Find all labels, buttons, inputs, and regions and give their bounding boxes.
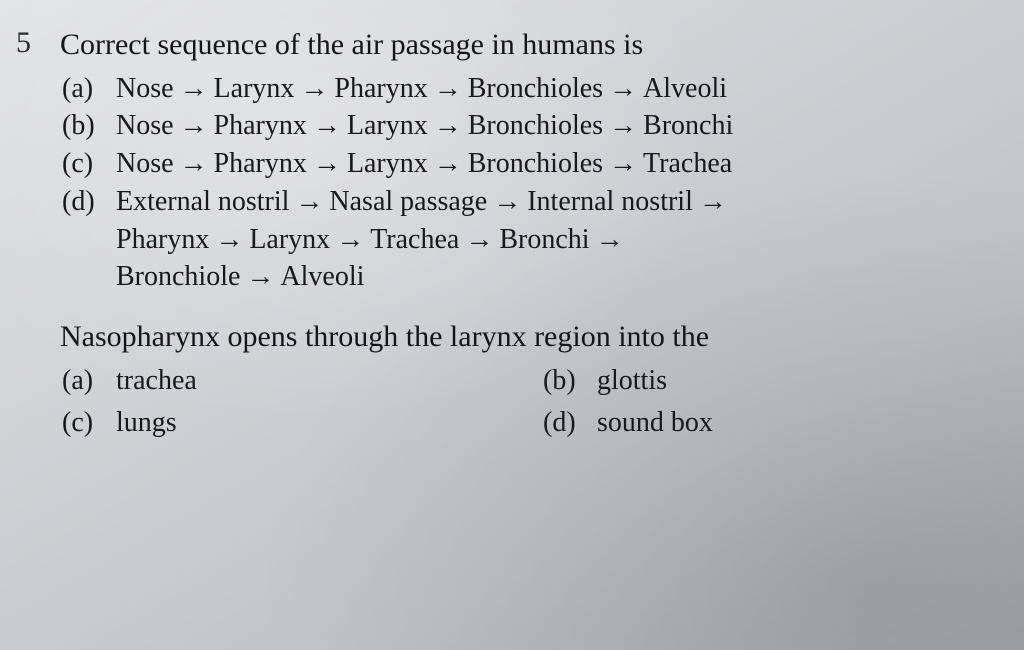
option-letter: (a) [62,70,116,108]
arrow-icon: → [603,70,643,108]
arrow-icon: → [459,221,499,259]
option-letter: (c) [62,145,116,183]
path-part: External nostril [116,186,289,217]
arrow-icon: → [307,145,347,183]
arrow-icon: → [590,221,630,259]
arrow-icon: → [693,183,733,221]
option-text: lungs [116,404,523,442]
q2-options: (a) trachea (b) glottis (c) lungs (d) so… [62,362,1004,442]
arrow-icon: → [603,145,643,183]
path-part: Bronchiole [116,261,240,292]
arrow-icon: → [240,258,280,296]
arrow-icon: → [209,221,249,259]
option-letter: (a) [62,362,116,400]
option-letter: (d) [62,183,116,221]
arrow-icon: → [294,70,334,108]
path-part: Pharynx [214,148,307,179]
path-part: Internal nostril [527,186,693,217]
path-part: Pharynx [214,110,307,141]
path-part: Larynx [214,73,295,104]
path-part: Trachea [643,148,732,179]
path-part: Larynx [347,148,428,179]
path-part: Nose [116,73,174,104]
path-part: Pharynx [334,73,427,104]
path-part: Pharynx [116,224,209,255]
q1-option-d-line3: Bronchiole→Alveoli [62,258,1004,296]
arrow-icon: → [289,183,329,221]
path-part: Bronchi [499,224,589,255]
arrow-icon: → [428,145,468,183]
option-text: External nostril→Nasal passage→Internal … [116,183,1004,221]
option-text: Nose→Pharynx→Larynx→Bronchioles→Bronchi [116,107,1004,145]
path-part: Trachea [370,224,459,255]
q1-option-b: (b) Nose→Pharynx→Larynx→Bronchioles→Bron… [62,107,1004,145]
path-part: Alveoli [643,73,727,104]
option-text: sound box [597,404,1004,442]
path-part: Bronchioles [468,148,603,179]
path-part: Bronchi [643,110,733,141]
option-letter: (d) [543,404,597,442]
option-letter: (b) [543,362,597,400]
q1-option-a: (a) Nose→Larynx→Pharynx→Bronchioles→Alve… [62,70,1004,108]
path-part: Nasal passage [329,186,487,217]
option-letter: (b) [62,107,116,145]
arrow-icon: → [174,107,214,145]
option-text: Nose→Larynx→Pharynx→Bronchioles→Alveoli [116,70,1004,108]
arrow-icon: → [307,107,347,145]
option-text: Nose→Pharynx→Larynx→Bronchioles→Trachea [116,145,1004,183]
q2-option-b: (b) glottis [543,362,1004,400]
arrow-icon: → [428,70,468,108]
path-part: Larynx [249,224,330,255]
arrow-icon: → [174,145,214,183]
path-part: Bronchioles [468,110,603,141]
path-part: Nose [116,148,174,179]
option-text: trachea [116,362,523,400]
arrow-icon: → [428,107,468,145]
q2-stem: Nasopharynx opens through the larynx reg… [60,318,1004,356]
q2-option-a: (a) trachea [62,362,523,400]
q1-stem: Correct sequence of the air passage in h… [60,26,1004,64]
path-part: Nose [116,110,174,141]
path-part: Larynx [347,110,428,141]
q2-option-c: (c) lungs [62,404,523,442]
arrow-icon: → [174,70,214,108]
q1-number: 5 [16,26,31,60]
q1-option-d: (d) External nostril→Nasal passage→Inter… [62,183,1004,221]
arrow-icon: → [487,183,527,221]
q1-options: (a) Nose→Larynx→Pharynx→Bronchioles→Alve… [62,70,1004,297]
path-part: Alveoli [280,261,364,292]
q1-option-c: (c) Nose→Pharynx→Larynx→Bronchioles→Trac… [62,145,1004,183]
arrow-icon: → [603,107,643,145]
option-letter: (c) [62,404,116,442]
q2-option-d: (d) sound box [543,404,1004,442]
q1-option-d-line2: Pharynx→Larynx→Trachea→Bronchi→ [62,221,1004,259]
arrow-icon: → [330,221,370,259]
path-part: Bronchioles [468,73,603,104]
option-text: glottis [597,362,1004,400]
